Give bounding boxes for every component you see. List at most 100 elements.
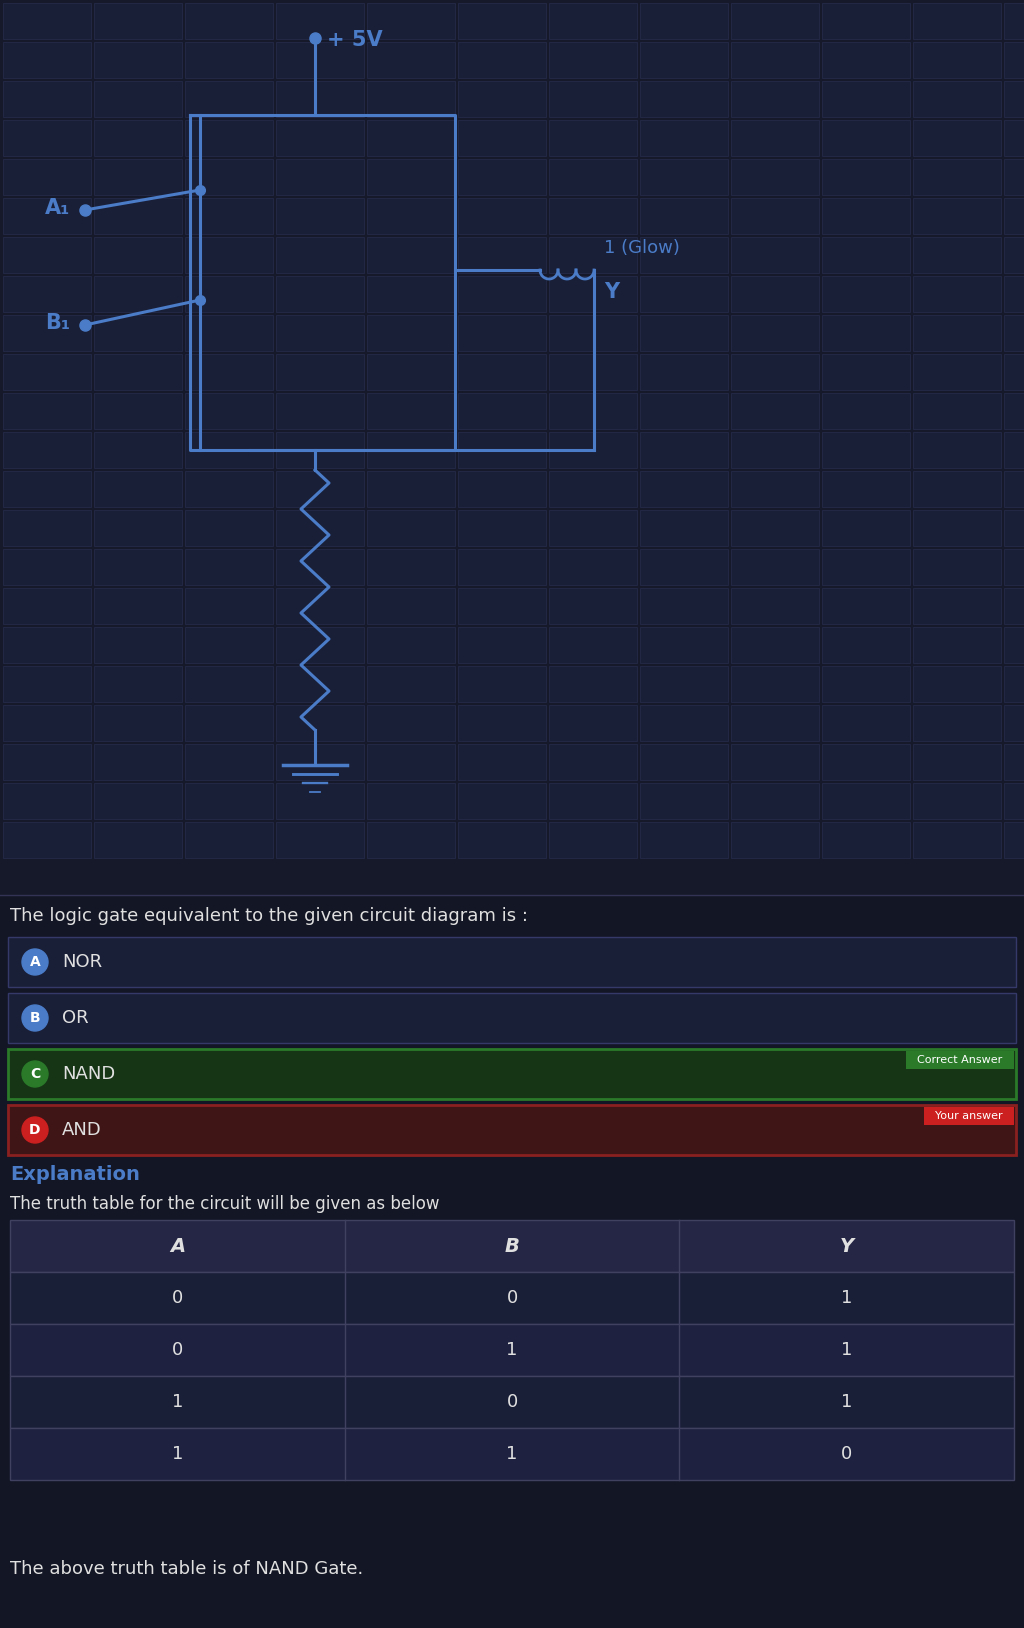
FancyBboxPatch shape [913,822,1001,858]
Text: A: A [170,1237,185,1255]
Text: 1 (Glow): 1 (Glow) [604,239,680,257]
Text: The logic gate equivalent to the given circuit diagram is :: The logic gate equivalent to the given c… [10,907,528,925]
FancyBboxPatch shape [822,353,910,391]
FancyBboxPatch shape [913,314,1001,352]
FancyBboxPatch shape [276,822,364,858]
FancyBboxPatch shape [458,160,546,195]
FancyBboxPatch shape [731,277,819,313]
FancyBboxPatch shape [94,431,182,467]
FancyBboxPatch shape [822,549,910,584]
FancyBboxPatch shape [1004,588,1024,624]
Text: + 5V: + 5V [327,29,383,50]
FancyBboxPatch shape [94,42,182,78]
FancyBboxPatch shape [913,353,1001,391]
FancyBboxPatch shape [640,81,728,117]
FancyBboxPatch shape [276,470,364,506]
FancyBboxPatch shape [276,744,364,780]
FancyBboxPatch shape [913,81,1001,117]
FancyBboxPatch shape [276,588,364,624]
FancyBboxPatch shape [367,277,455,313]
FancyBboxPatch shape [367,588,455,624]
FancyBboxPatch shape [185,160,273,195]
FancyBboxPatch shape [1004,627,1024,663]
FancyBboxPatch shape [185,510,273,545]
FancyBboxPatch shape [3,81,91,117]
FancyBboxPatch shape [367,510,455,545]
FancyBboxPatch shape [549,470,637,506]
Text: A₁: A₁ [45,199,71,218]
FancyBboxPatch shape [185,42,273,78]
FancyBboxPatch shape [549,588,637,624]
FancyBboxPatch shape [731,666,819,702]
FancyBboxPatch shape [822,744,910,780]
FancyBboxPatch shape [731,81,819,117]
FancyBboxPatch shape [94,81,182,117]
FancyBboxPatch shape [822,81,910,117]
FancyBboxPatch shape [640,314,728,352]
FancyBboxPatch shape [185,81,273,117]
FancyBboxPatch shape [913,277,1001,313]
FancyBboxPatch shape [276,238,364,274]
Text: B₁: B₁ [45,313,70,334]
FancyBboxPatch shape [549,549,637,584]
FancyBboxPatch shape [10,1271,1014,1324]
FancyBboxPatch shape [549,314,637,352]
FancyBboxPatch shape [913,744,1001,780]
Text: NOR: NOR [62,952,102,970]
FancyBboxPatch shape [549,744,637,780]
FancyBboxPatch shape [3,666,91,702]
FancyBboxPatch shape [94,3,182,39]
FancyBboxPatch shape [549,822,637,858]
FancyBboxPatch shape [731,3,819,39]
FancyBboxPatch shape [276,199,364,234]
FancyBboxPatch shape [549,510,637,545]
Text: 0: 0 [507,1289,517,1307]
Text: The above truth table is of NAND Gate.: The above truth table is of NAND Gate. [10,1560,364,1578]
Text: 1: 1 [172,1446,183,1464]
FancyBboxPatch shape [640,627,728,663]
FancyBboxPatch shape [731,160,819,195]
FancyBboxPatch shape [549,199,637,234]
Text: 0: 0 [172,1341,183,1359]
FancyBboxPatch shape [1004,392,1024,430]
FancyBboxPatch shape [185,392,273,430]
FancyBboxPatch shape [913,783,1001,819]
FancyBboxPatch shape [367,666,455,702]
Circle shape [22,1061,48,1088]
FancyBboxPatch shape [94,510,182,545]
FancyBboxPatch shape [458,744,546,780]
Text: 0: 0 [172,1289,183,1307]
FancyBboxPatch shape [913,627,1001,663]
FancyBboxPatch shape [367,353,455,391]
FancyBboxPatch shape [3,627,91,663]
FancyBboxPatch shape [3,392,91,430]
FancyBboxPatch shape [185,314,273,352]
FancyBboxPatch shape [1004,42,1024,78]
FancyBboxPatch shape [185,666,273,702]
FancyBboxPatch shape [1004,120,1024,156]
FancyBboxPatch shape [367,392,455,430]
FancyBboxPatch shape [276,3,364,39]
FancyBboxPatch shape [549,238,637,274]
FancyBboxPatch shape [185,627,273,663]
FancyBboxPatch shape [458,666,546,702]
FancyBboxPatch shape [549,783,637,819]
FancyBboxPatch shape [367,42,455,78]
FancyBboxPatch shape [3,199,91,234]
FancyBboxPatch shape [276,666,364,702]
FancyBboxPatch shape [3,470,91,506]
FancyBboxPatch shape [1004,3,1024,39]
FancyBboxPatch shape [10,1428,1014,1480]
FancyBboxPatch shape [913,431,1001,467]
FancyBboxPatch shape [458,549,546,584]
FancyBboxPatch shape [906,1052,1014,1070]
Text: 1: 1 [841,1341,852,1359]
FancyBboxPatch shape [822,160,910,195]
FancyBboxPatch shape [731,744,819,780]
FancyBboxPatch shape [185,549,273,584]
FancyBboxPatch shape [549,42,637,78]
FancyBboxPatch shape [0,0,1024,895]
FancyBboxPatch shape [640,666,728,702]
FancyBboxPatch shape [1004,199,1024,234]
FancyBboxPatch shape [640,783,728,819]
